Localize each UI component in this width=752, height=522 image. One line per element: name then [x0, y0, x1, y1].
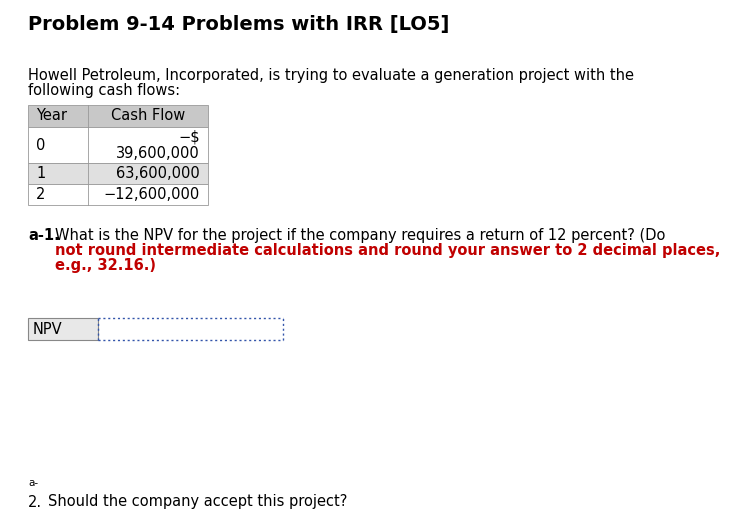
Text: 1: 1	[36, 166, 45, 181]
Bar	[28, 318, 98, 340]
Text: Year: Year	[36, 109, 67, 124]
Text: following cash flows:: following cash flows:	[28, 83, 180, 98]
Text: 39,600,000: 39,600,000	[117, 146, 200, 160]
Text: What is the NPV for the project if the company requires a return of 12 percent? : What is the NPV for the project if the c…	[55, 228, 666, 243]
Text: 2.: 2.	[28, 495, 42, 510]
Text: Howell Petroleum, Incorporated, is trying to evaluate a generation project with : Howell Petroleum, Incorporated, is tryin…	[28, 68, 634, 83]
Text: 0: 0	[36, 137, 45, 152]
Text: Cash Flow: Cash Flow	[111, 109, 185, 124]
Text: 63,600,000: 63,600,000	[117, 166, 200, 181]
Text: NPV: NPV	[33, 322, 62, 337]
Text: a-: a-	[28, 478, 38, 488]
Text: Problem 9-14 Problems with IRR [LO5]: Problem 9-14 Problems with IRR [LO5]	[28, 15, 450, 34]
Text: −12,600,000: −12,600,000	[104, 187, 200, 202]
Bar	[28, 105, 208, 127]
Text: −$: −$	[178, 129, 200, 145]
Text: e.g., 32.16.): e.g., 32.16.)	[55, 258, 156, 273]
Text: not round intermediate calculations and round your answer to 2 decimal places,: not round intermediate calculations and …	[55, 243, 720, 258]
Text: 2: 2	[36, 187, 45, 202]
Bar	[28, 184, 208, 205]
Bar	[28, 163, 208, 184]
Text: a-1.: a-1.	[28, 228, 59, 243]
Bar	[28, 127, 208, 163]
Text: Should the company accept this project?: Should the company accept this project?	[48, 494, 347, 509]
